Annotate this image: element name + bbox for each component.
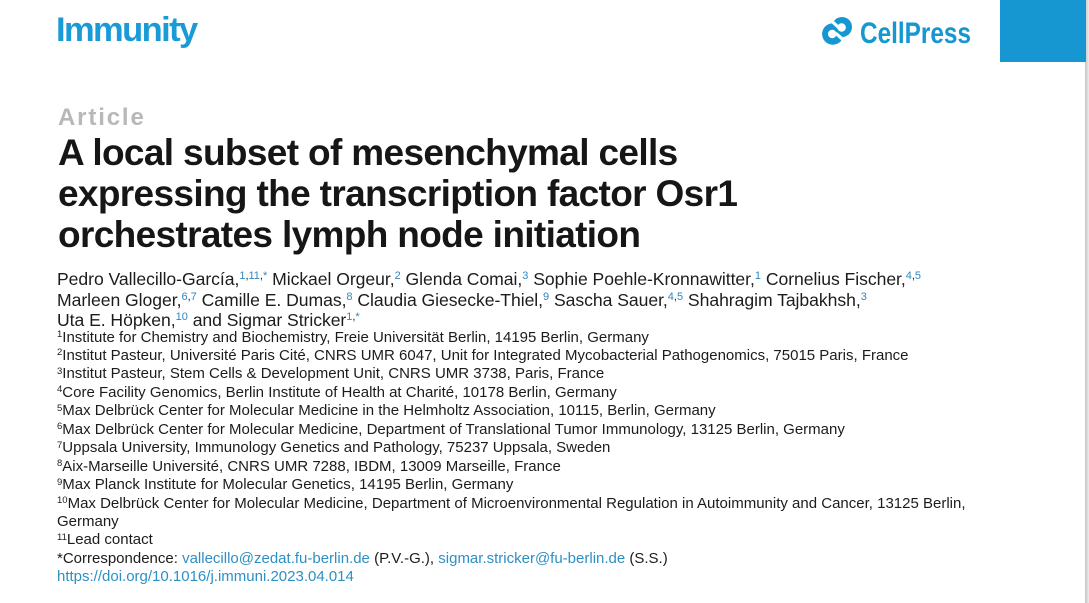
svg-text:CellPress: CellPress	[860, 17, 971, 50]
